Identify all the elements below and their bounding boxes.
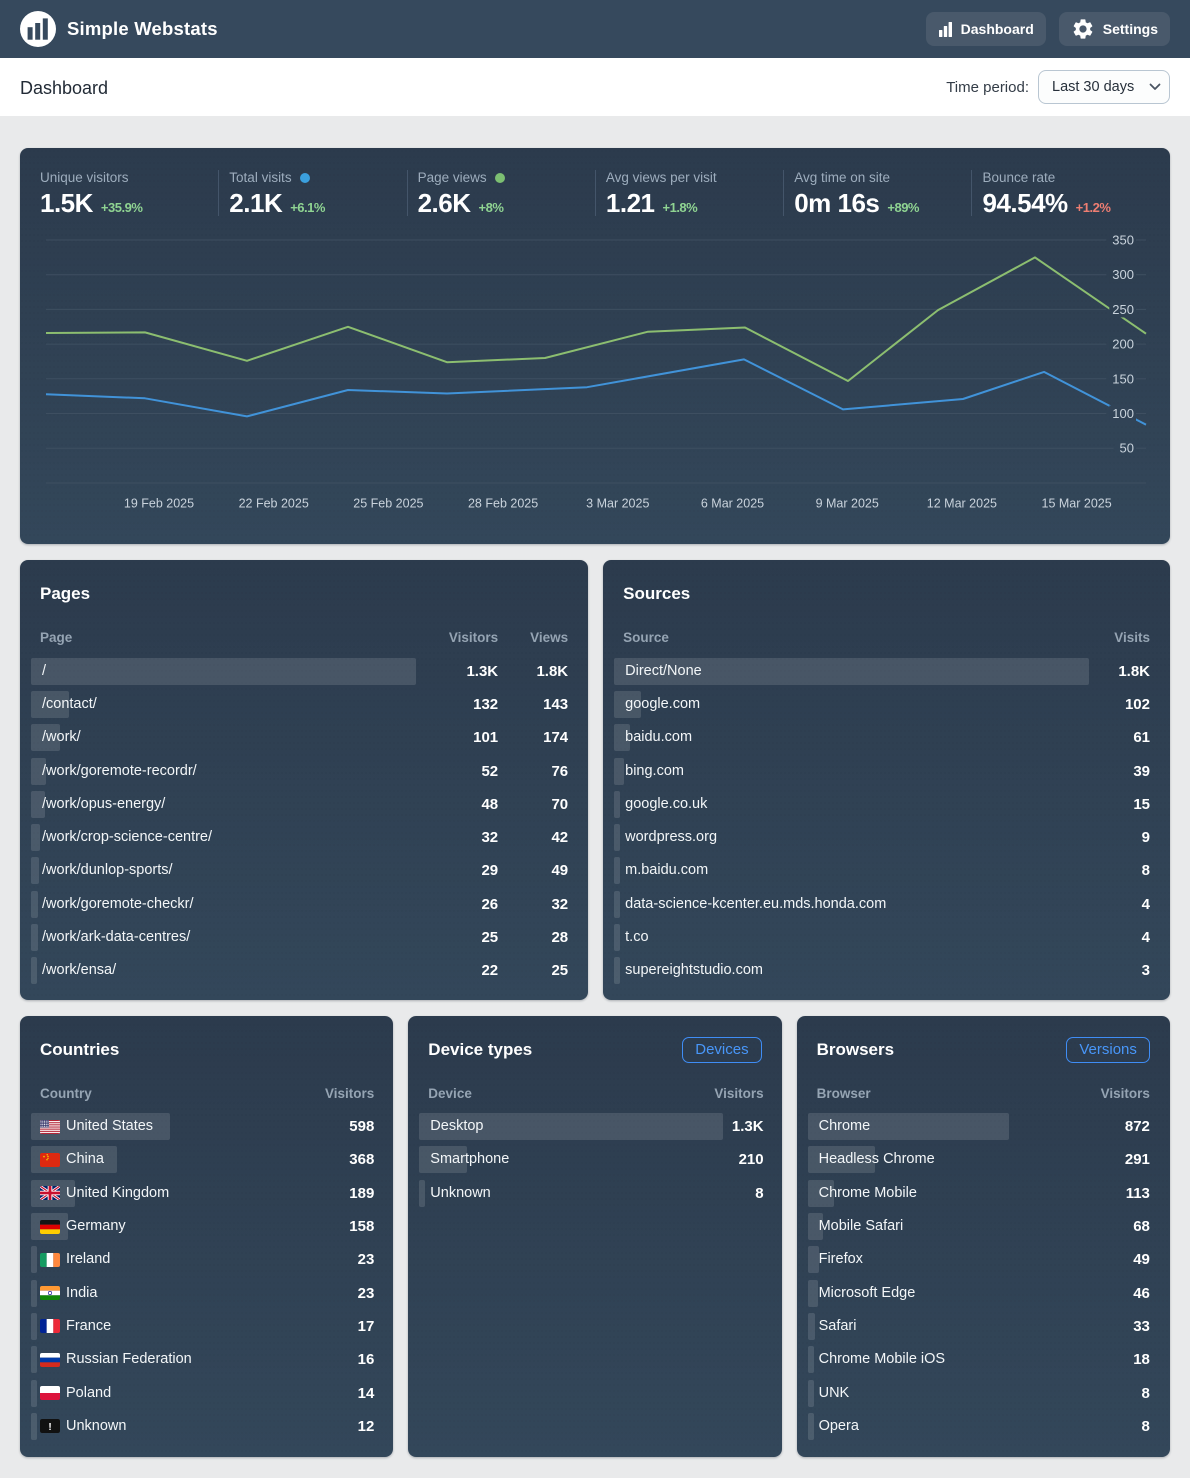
svg-text:50: 50 xyxy=(1120,441,1134,456)
svg-text:15 Mar 2025: 15 Mar 2025 xyxy=(1042,497,1112,511)
svg-text:12 Mar 2025: 12 Mar 2025 xyxy=(927,497,997,511)
svg-text:100: 100 xyxy=(1112,406,1134,421)
svg-text:3 Mar 2025: 3 Mar 2025 xyxy=(586,497,649,511)
svg-text:300: 300 xyxy=(1112,267,1134,282)
svg-text:150: 150 xyxy=(1112,371,1134,386)
svg-text:!: ! xyxy=(48,1422,51,1433)
svg-text:6 Mar 2025: 6 Mar 2025 xyxy=(701,497,764,511)
svg-text:350: 350 xyxy=(1112,233,1134,248)
svg-text:19 Feb 2025: 19 Feb 2025 xyxy=(124,497,194,511)
svg-text:250: 250 xyxy=(1112,302,1134,317)
svg-text:25 Feb 2025: 25 Feb 2025 xyxy=(353,497,423,511)
svg-text:22 Feb 2025: 22 Feb 2025 xyxy=(239,497,309,511)
svg-text:200: 200 xyxy=(1112,337,1134,352)
svg-text:28 Feb 2025: 28 Feb 2025 xyxy=(468,497,538,511)
svg-text:9 Mar 2025: 9 Mar 2025 xyxy=(816,497,879,511)
